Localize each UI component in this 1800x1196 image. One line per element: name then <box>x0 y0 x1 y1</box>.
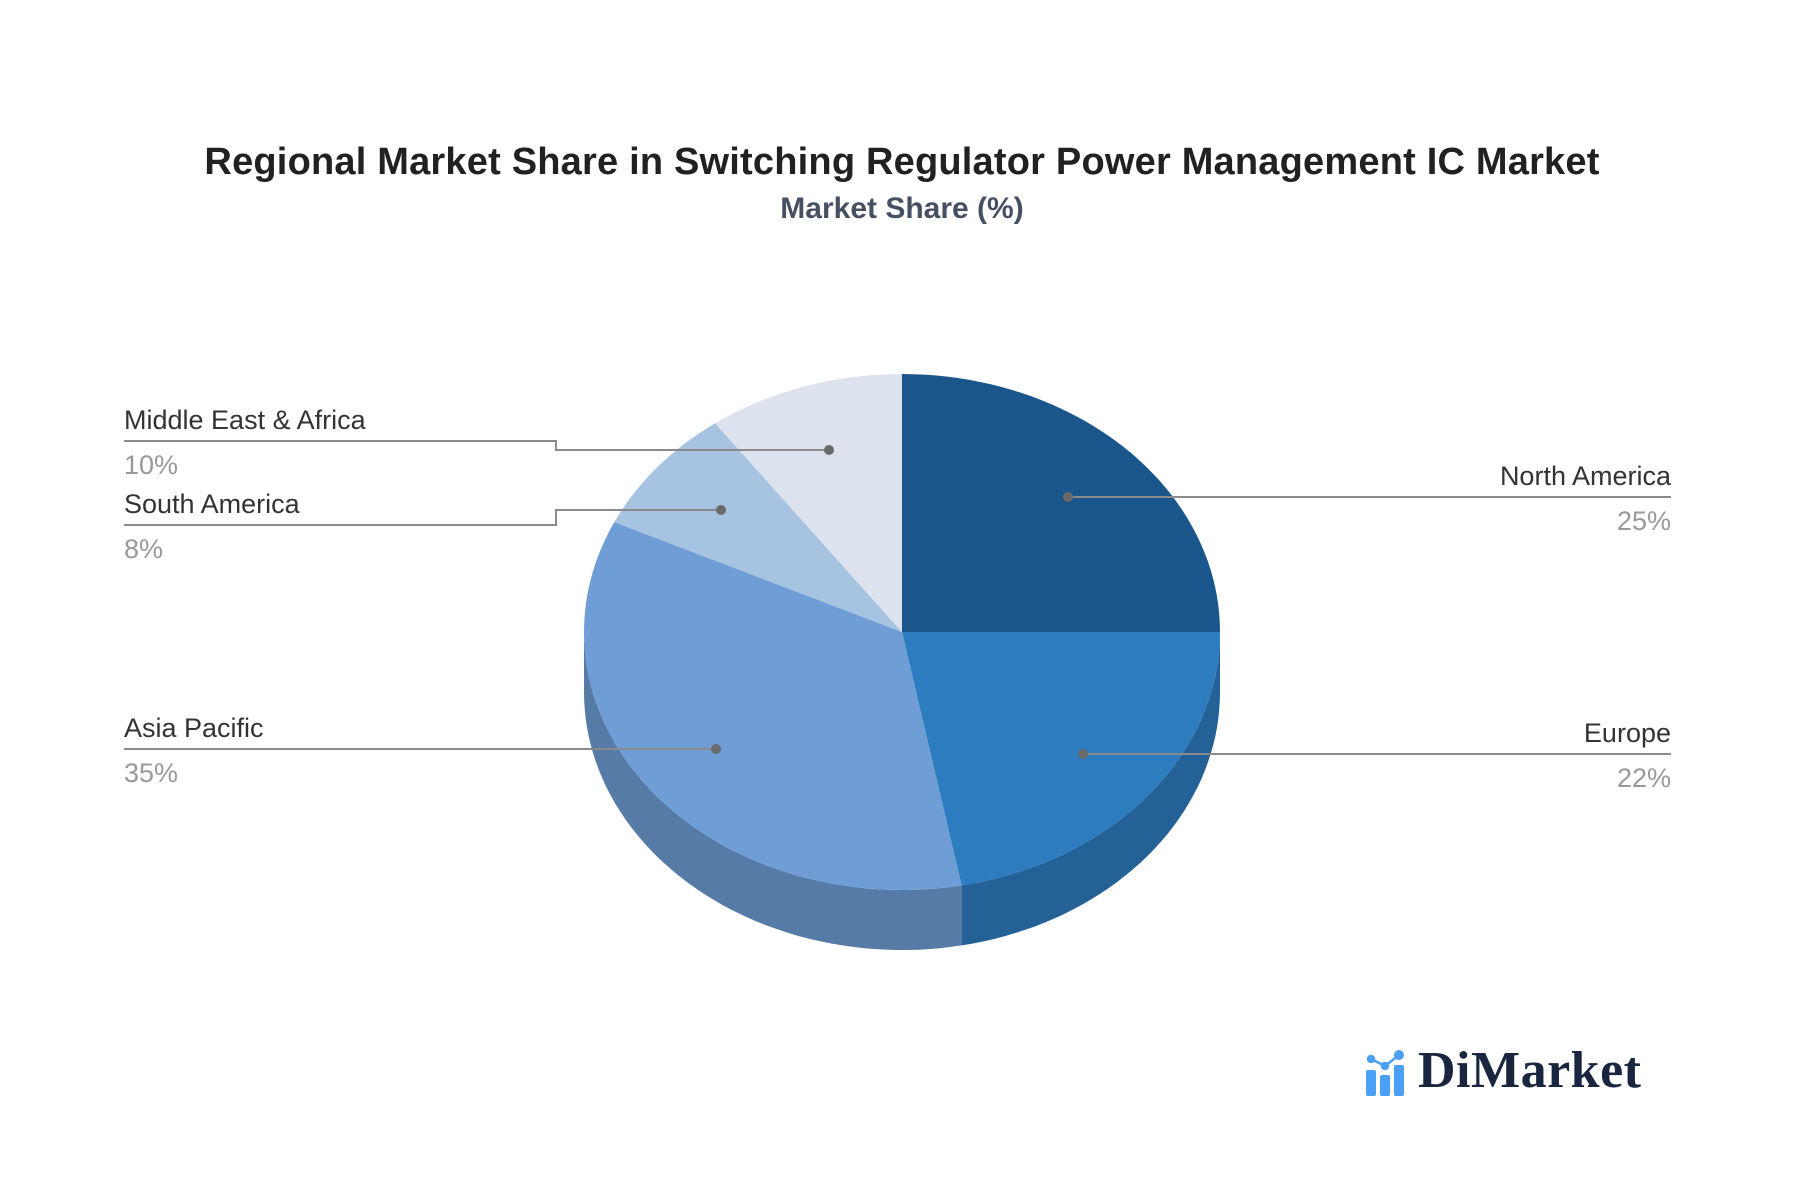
pie-slice-europe[interactable] <box>902 632 1220 886</box>
callout-line-middle-east-africa <box>124 440 829 451</box>
slice-percent-asia-pacific: 35% <box>124 758 179 788</box>
brand-name: DiMarket <box>1418 1042 1642 1099</box>
pie-slice-south-america[interactable] <box>614 423 902 632</box>
slice-label-north-america: North America <box>1499 461 1671 491</box>
callout-line-south-america <box>124 509 721 526</box>
pie-depth-asia-pacific <box>584 632 962 950</box>
pie-slice-middle-east-africa[interactable] <box>715 374 902 632</box>
callout-dot-north-america <box>1063 492 1073 502</box>
slice-percent-middle-east-africa: 10% <box>124 450 179 480</box>
slice-label-asia-pacific: Asia Pacific <box>124 713 264 743</box>
callout-dot-asia-pacific <box>711 744 721 754</box>
bar-chart-logo-icon <box>1366 1050 1404 1096</box>
callout-dot-europe <box>1078 749 1088 759</box>
chart-subtitle: Market Share (%) <box>780 192 1024 225</box>
slice-percent-europe: 22% <box>1616 763 1671 793</box>
callout-dot-south-america <box>716 505 726 515</box>
slice-percent-south-america: 8% <box>124 534 164 564</box>
pie-slice-north-america[interactable] <box>902 374 1220 632</box>
slice-label-south-america: South America <box>124 489 300 519</box>
callout-dot-middle-east-africa <box>824 445 834 455</box>
slice-percent-north-america: 25% <box>1616 506 1671 536</box>
pie-slice-asia-pacific[interactable] <box>584 522 962 890</box>
brand-logo: DiMarket <box>1363 1040 1642 1099</box>
slice-label-europe: Europe <box>1583 718 1671 748</box>
chart-title: Regional Market Share in Switching Regul… <box>204 141 1600 183</box>
slice-label-middle-east-africa: Middle East & Africa <box>124 405 366 435</box>
pie-depth-europe <box>961 632 1220 946</box>
